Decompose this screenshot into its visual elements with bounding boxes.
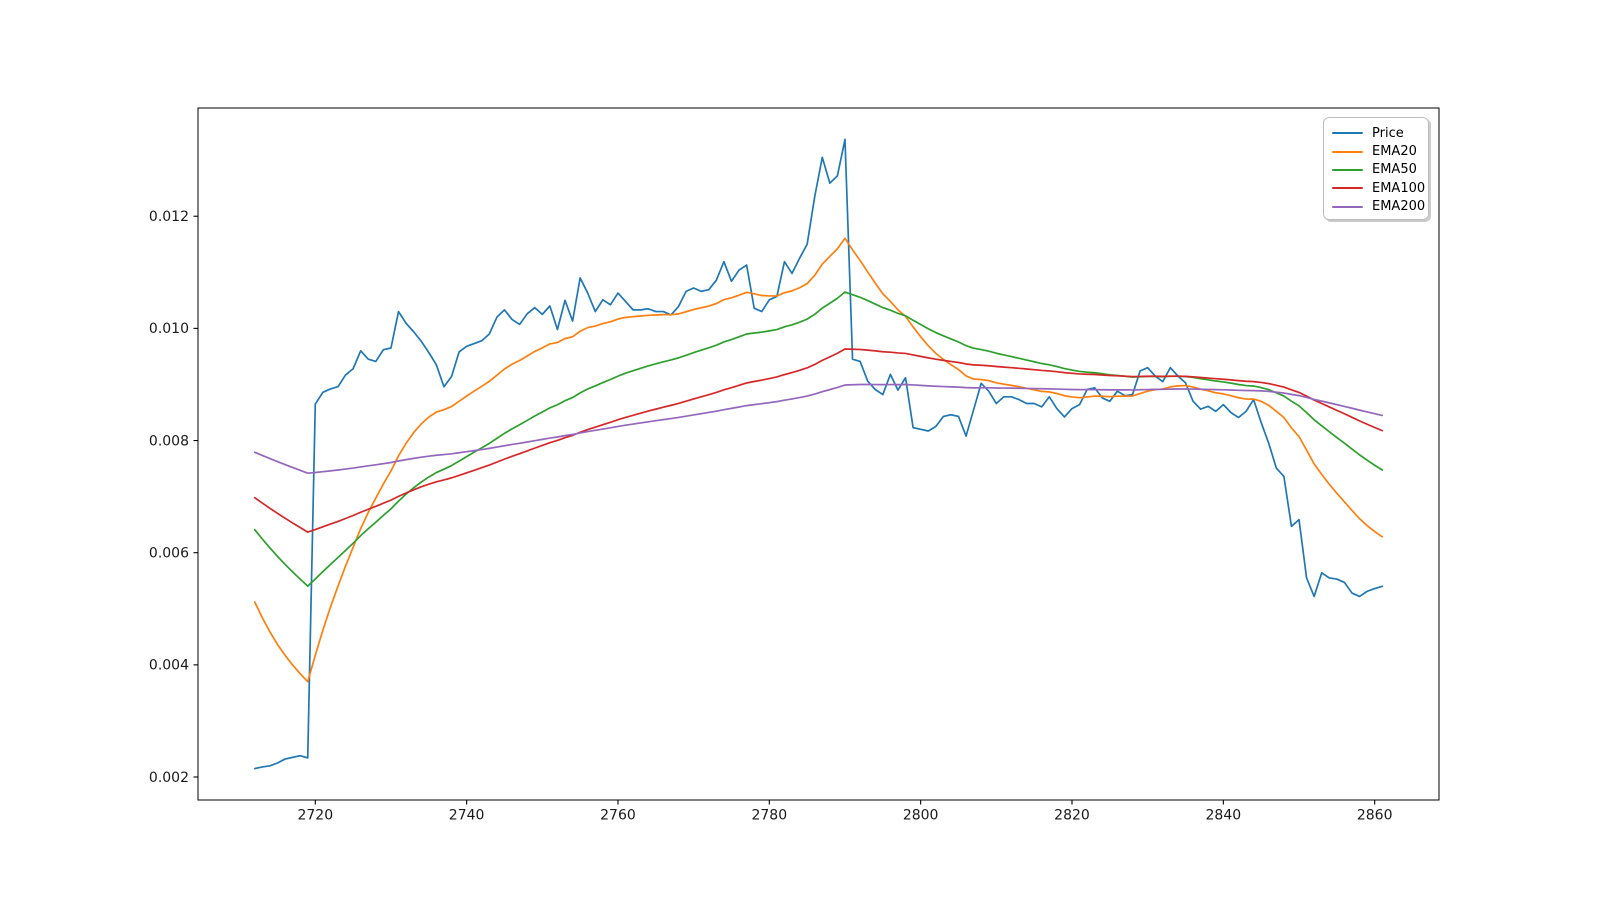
legend-line-sample-ema200 xyxy=(1332,205,1363,208)
x-tick-label: 2780 xyxy=(751,808,787,824)
legend-item-ema100: EMA100 xyxy=(1332,179,1425,197)
legend-label: EMA200 xyxy=(1372,199,1426,215)
y-tick-label: 0.010 xyxy=(149,321,189,337)
y-tick-label: 0.006 xyxy=(149,545,189,561)
series-line-ema50 xyxy=(253,291,1384,587)
y-tick-label: 0.002 xyxy=(149,770,189,786)
legend-line-sample-ema100 xyxy=(1332,187,1363,190)
x-tick-label: 2720 xyxy=(297,808,333,824)
legend-line-sample-price xyxy=(1332,132,1363,135)
x-tick-label: 2760 xyxy=(600,808,636,824)
legend-line-sample-ema50 xyxy=(1332,168,1363,171)
y-tick-label: 0.012 xyxy=(149,209,189,225)
legend-item-ema20: EMA20 xyxy=(1332,142,1420,160)
y-tick-label: 0.004 xyxy=(149,658,189,674)
legend-label: EMA100 xyxy=(1372,180,1426,196)
series-line-ema100 xyxy=(253,348,1384,533)
legend-item-ema200: EMA200 xyxy=(1332,198,1425,216)
legend: Price EMA20 EMA50 EMA100 EMA200 xyxy=(1323,117,1429,220)
legend-line-sample-ema20 xyxy=(1332,150,1363,153)
legend-item-ema50: EMA50 xyxy=(1332,161,1420,179)
legend-label: Price xyxy=(1372,125,1404,141)
x-tick-label: 2800 xyxy=(903,808,939,824)
legend-label: EMA50 xyxy=(1372,162,1417,178)
legend-item-price: Price xyxy=(1332,124,1420,142)
x-tick-label: 2840 xyxy=(1206,808,1242,824)
series-line-price xyxy=(253,138,1384,770)
x-tick-label: 2820 xyxy=(1054,808,1090,824)
series-line-ema20 xyxy=(253,237,1384,683)
series-line-ema200 xyxy=(253,383,1384,475)
x-tick-label: 2740 xyxy=(449,808,485,824)
y-tick-label: 0.008 xyxy=(149,433,189,449)
axes-spines xyxy=(197,107,1440,801)
legend-label: EMA20 xyxy=(1372,144,1417,160)
x-tick-label: 2860 xyxy=(1357,808,1393,824)
